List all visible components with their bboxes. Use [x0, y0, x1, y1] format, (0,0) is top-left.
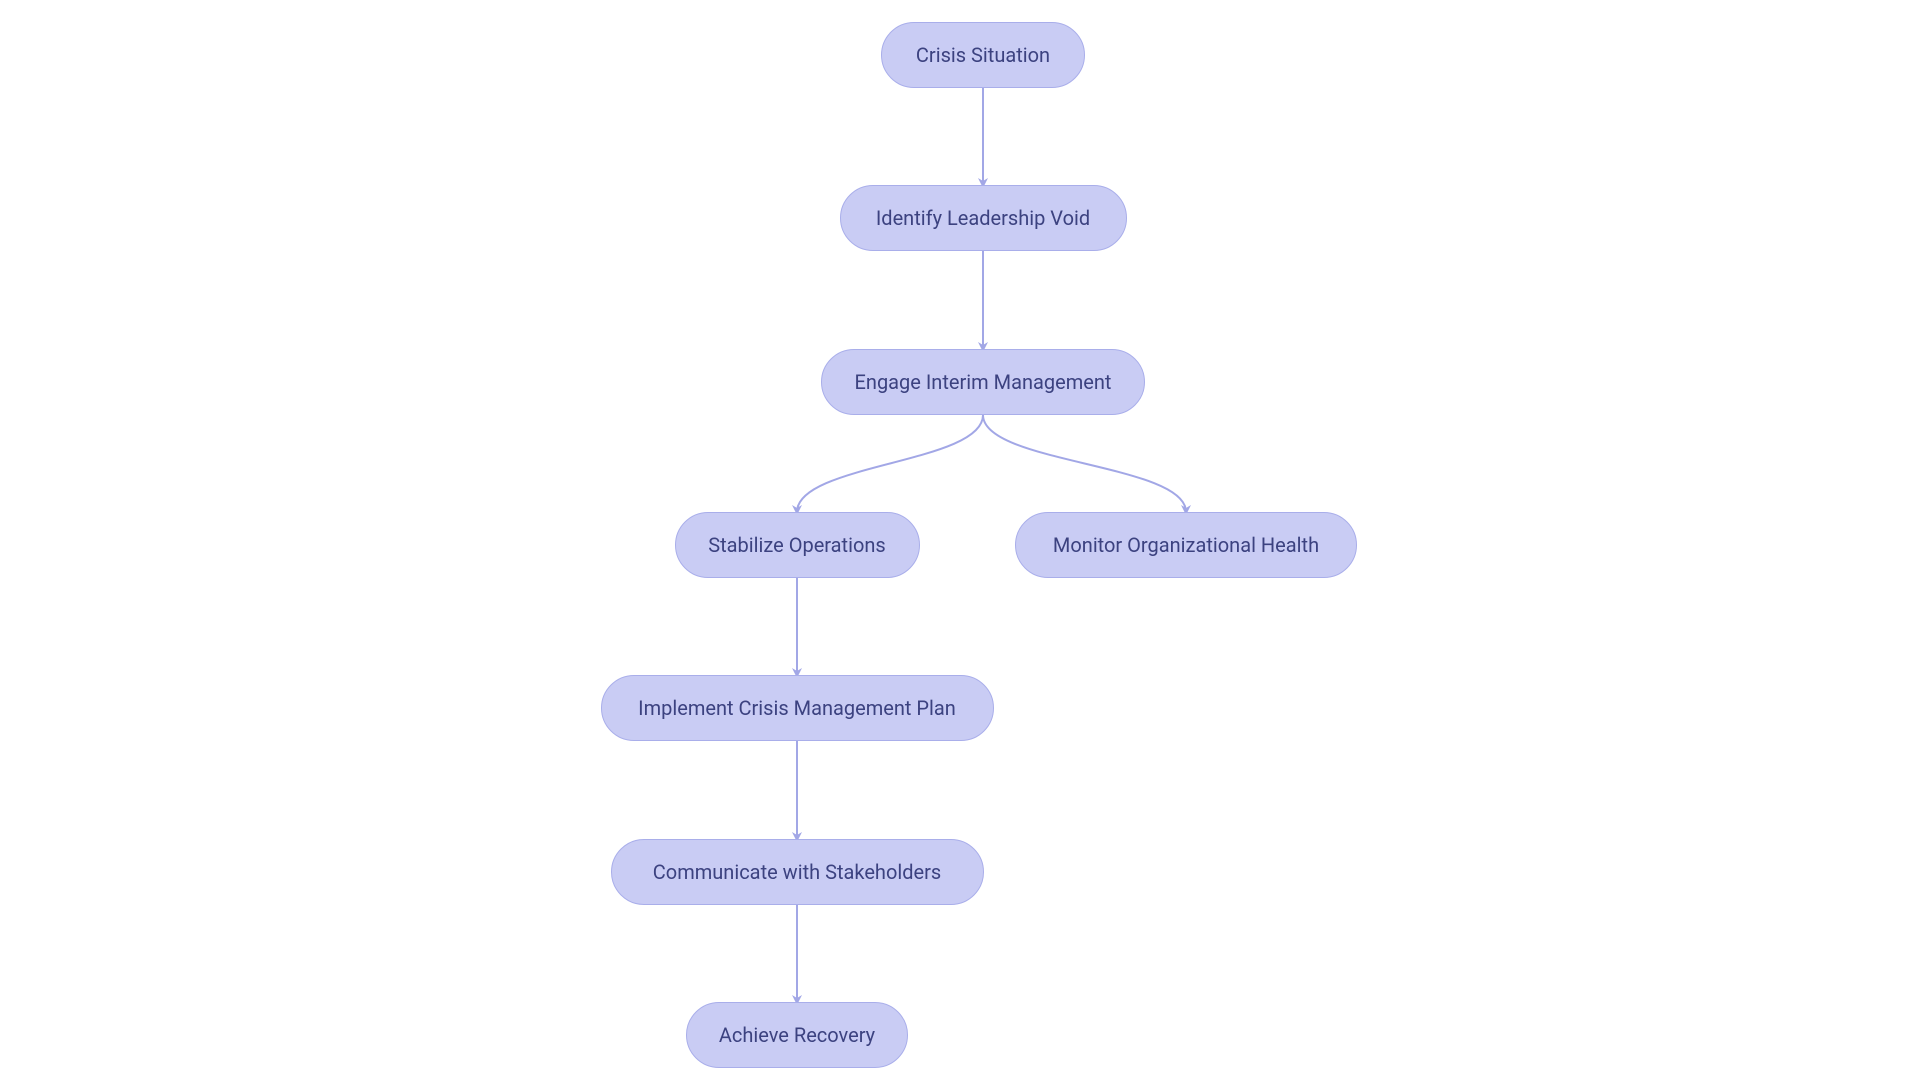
flowchart-node-label: Communicate with Stakeholders [653, 860, 941, 884]
flowchart-node: Stabilize Operations [675, 512, 920, 578]
flowchart-node: Engage Interim Management [821, 349, 1145, 415]
flowchart-node-label: Crisis Situation [916, 43, 1050, 67]
flowchart-node-label: Achieve Recovery [719, 1023, 875, 1047]
flowchart-node-label: Identify Leadership Void [876, 206, 1090, 230]
flowchart-node-label: Stabilize Operations [708, 533, 886, 557]
flowchart-canvas: Crisis Situation Identify Leadership Void… [0, 0, 1920, 1083]
flowchart-edges [0, 0, 1920, 1083]
flowchart-node: Crisis Situation [881, 22, 1085, 88]
flowchart-node: Monitor Organizational Health [1015, 512, 1357, 578]
flowchart-node: Implement Crisis Management Plan [601, 675, 994, 741]
flowchart-node: Achieve Recovery [686, 1002, 908, 1068]
flowchart-node-label: Monitor Organizational Health [1053, 533, 1319, 557]
flowchart-node-label: Engage Interim Management [855, 370, 1112, 394]
flowchart-node-label: Implement Crisis Management Plan [638, 696, 956, 720]
flowchart-node: Communicate with Stakeholders [611, 839, 984, 905]
flowchart-edge [983, 415, 1186, 512]
flowchart-edge [797, 415, 983, 512]
flowchart-node: Identify Leadership Void [840, 185, 1127, 251]
